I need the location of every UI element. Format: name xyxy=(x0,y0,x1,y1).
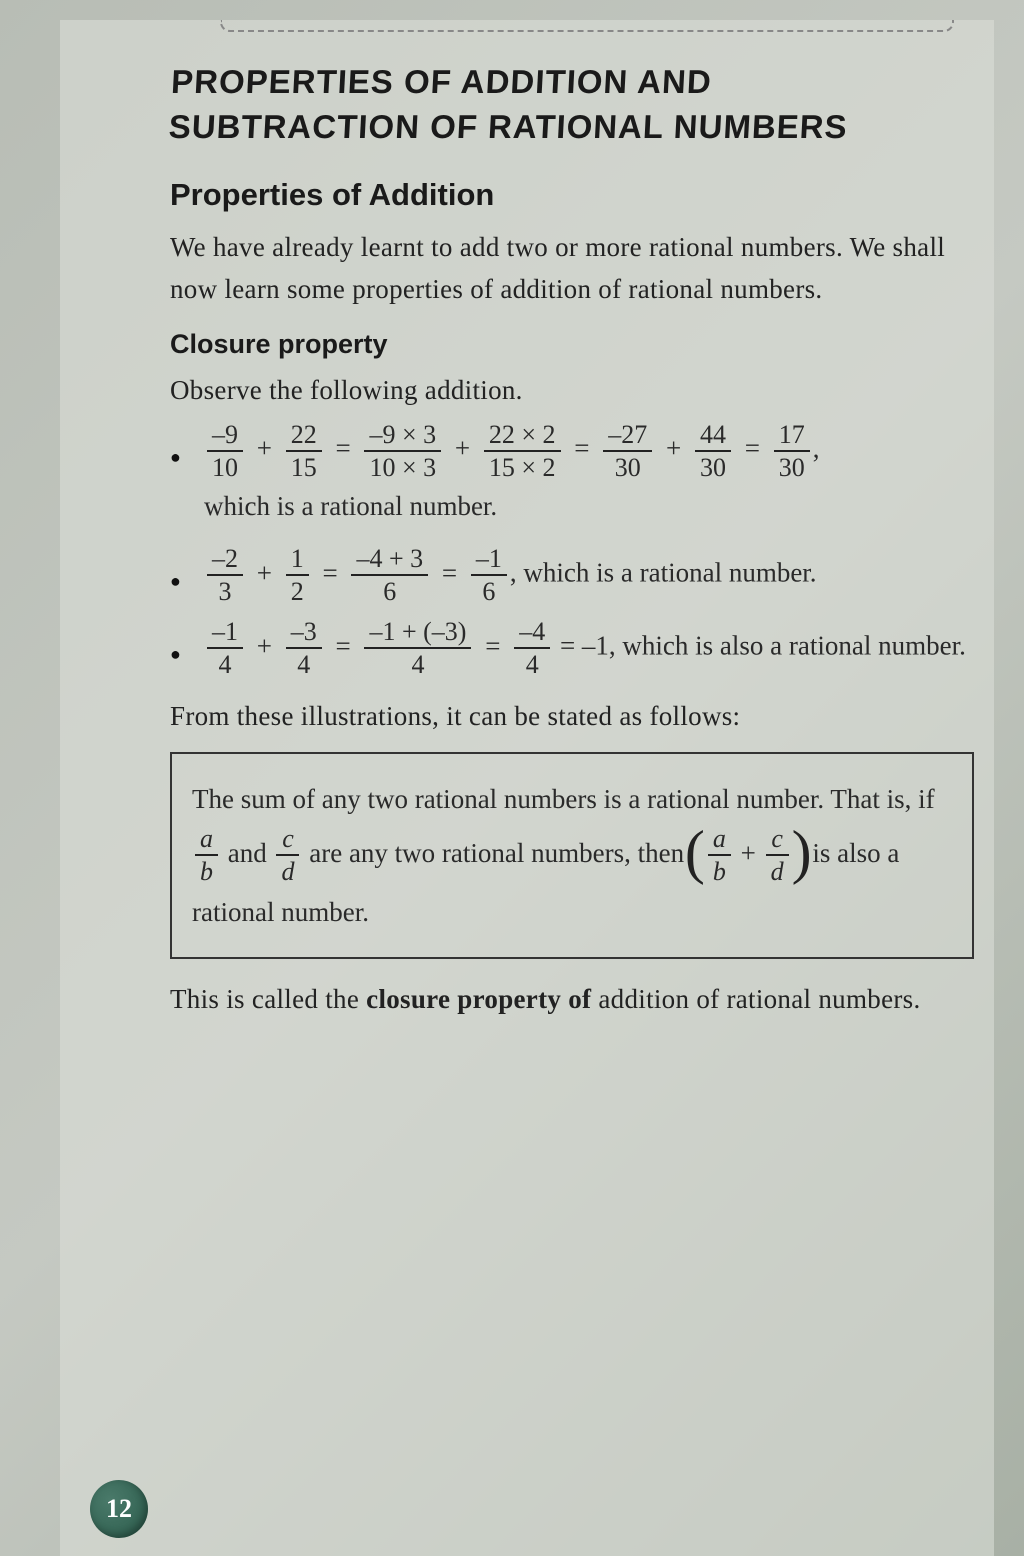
equals-sign: = xyxy=(574,433,589,463)
equals-sign: = xyxy=(335,631,350,661)
fraction: cd xyxy=(766,826,789,885)
fraction: 2215 xyxy=(286,422,322,481)
fraction: 12 xyxy=(286,546,309,605)
example-3-note: , which is also a rational number. xyxy=(609,631,966,661)
fraction: ab xyxy=(195,826,218,885)
example-1: –910 + 2215 = –9 × 310 × 3 + 22 × 215 × … xyxy=(170,422,974,532)
plus-sign: + xyxy=(455,433,470,463)
plus-sign: + xyxy=(257,558,272,588)
equals-sign: = xyxy=(442,558,457,588)
fraction: –2730 xyxy=(603,422,652,481)
plus-sign: + xyxy=(666,433,681,463)
example-list: –910 + 2215 = –9 × 310 × 3 + 22 × 215 × … xyxy=(170,422,974,678)
fraction: 22 × 215 × 2 xyxy=(484,422,561,481)
example-1-note: which is a rational number. xyxy=(204,491,497,521)
fraction: ab xyxy=(708,826,731,885)
heading-line1: PROPERTIES OF ADDITION AND xyxy=(170,63,713,100)
plus-sign: + xyxy=(257,631,272,661)
fraction: –4 + 36 xyxy=(351,546,428,605)
closing-pre: This is called the xyxy=(170,984,366,1014)
plus-sign: + xyxy=(257,433,272,463)
intro-paragraph: We have already learnt to add two or mor… xyxy=(170,227,974,311)
followup-text: From these illustrations, it can be stat… xyxy=(170,696,974,738)
fraction: –34 xyxy=(286,619,322,678)
closure-rule-box: The sum of any two rational numbers is a… xyxy=(170,752,974,959)
example-2: –23 + 12 = –4 + 36 = –16, which is a rat… xyxy=(170,546,974,605)
main-heading: PROPERTIES OF ADDITION AND SUBTRACTION O… xyxy=(168,60,977,149)
closing-paragraph: This is called the closure property of a… xyxy=(170,979,974,1021)
sub-heading-2: Closure property xyxy=(170,329,974,360)
example-3: –14 + –34 = –1 + (–3)4 = –44 = –1, which… xyxy=(170,619,974,678)
page-number-badge: 12 xyxy=(90,1480,148,1538)
page-number: 12 xyxy=(106,1494,132,1524)
plus-sign: + xyxy=(741,838,756,868)
textbook-page: PROPERTIES OF ADDITION AND SUBTRACTION O… xyxy=(60,20,994,1556)
observe-text: Observe the following addition. xyxy=(170,370,974,412)
fraction: –1 + (–3)4 xyxy=(364,619,471,678)
sub-heading-1: Properties of Addition xyxy=(170,177,974,213)
equals-sign: = xyxy=(485,631,500,661)
example-2-note: , which is a rational number. xyxy=(510,558,817,588)
closing-bold: closure property of xyxy=(366,984,591,1014)
equals-sign: = xyxy=(322,558,337,588)
fraction: –9 × 310 × 3 xyxy=(364,422,441,481)
closing-post: addition of rational numbers. xyxy=(591,984,920,1014)
fraction: –910 xyxy=(207,422,243,481)
equals-sign: = xyxy=(335,433,350,463)
fraction: –14 xyxy=(207,619,243,678)
equals-sign: = xyxy=(745,433,760,463)
example-3-result: = –1 xyxy=(560,631,609,661)
fraction: cd xyxy=(276,826,299,885)
comma: , xyxy=(813,433,820,463)
fraction: –16 xyxy=(471,546,507,605)
fraction: –23 xyxy=(207,546,243,605)
fraction: 4430 xyxy=(695,422,731,481)
paren-expression: ab + cd xyxy=(691,826,806,885)
rule-text-2: are any two rational numbers, then xyxy=(309,838,691,868)
heading-line2: SUBTRACTION OF RATIONAL NUMBERS xyxy=(168,108,849,145)
decorative-border xyxy=(220,20,954,32)
rule-and: and xyxy=(228,838,274,868)
rule-text-1: The sum of any two rational numbers is a… xyxy=(192,784,935,814)
fraction: 1730 xyxy=(774,422,810,481)
fraction: –44 xyxy=(514,619,550,678)
